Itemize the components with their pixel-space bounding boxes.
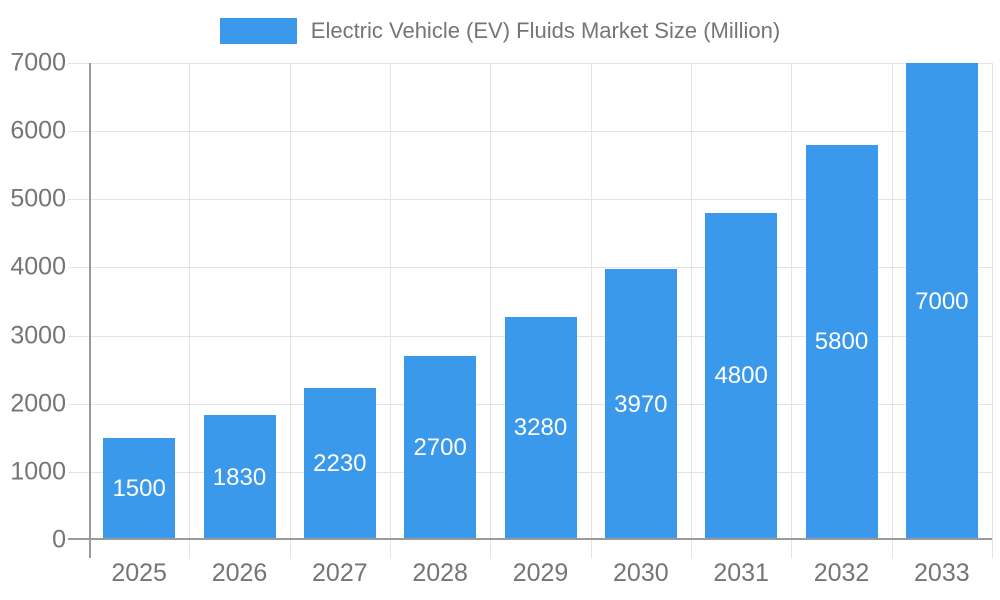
gridline-x-boundary-4 — [490, 63, 492, 540]
y-tick-label-1000: 1000 — [10, 457, 66, 486]
y-tick-label-6000: 6000 — [10, 116, 66, 145]
y-tick-label-4000: 4000 — [10, 252, 66, 281]
x-tick-mark-4 — [490, 540, 492, 558]
y-tick-label-2000: 2000 — [10, 389, 66, 418]
x-tick-label-2026: 2026 — [211, 559, 268, 587]
x-tick-mark-8 — [891, 540, 893, 558]
x-tick-label-2027: 2027 — [312, 559, 368, 587]
bar-2031[interactable]: 4800 — [705, 212, 778, 540]
x-tick-label-2030: 2030 — [613, 559, 669, 587]
legend-label: Electric Vehicle (EV) Fluids Market Size… — [310, 18, 781, 43]
gridline-x-boundary-2 — [289, 63, 291, 540]
y-tick-mark-7000 — [68, 63, 89, 64]
gridline-x-boundary-3 — [390, 63, 391, 540]
x-tick-label-2031: 2031 — [713, 559, 769, 587]
x-tick-mark-1 — [189, 540, 191, 558]
gridline-x-boundary-9 — [992, 63, 993, 540]
x-axis-labels: 2025 2026 2027 2028 2029 2030 2031 2032 2033 — [89, 559, 992, 590]
bar-value-label-2031: 4800 — [714, 362, 768, 390]
bar-2032[interactable]: 5800 — [805, 144, 878, 540]
y-tick-mark-6000 — [68, 131, 89, 133]
gridline-x-boundary-6 — [691, 63, 692, 540]
x-tick-label-2033: 2033 — [914, 559, 970, 587]
gridline-x-boundary-7 — [791, 63, 793, 540]
bar-2027[interactable]: 2230 — [303, 388, 376, 540]
chart-legend[interactable]: Electric Vehicle (EV) Fluids Market Size… — [0, 15, 1000, 47]
bar-value-label-2029: 3280 — [513, 414, 568, 442]
bar-2026[interactable]: 1830 — [203, 415, 276, 540]
bar-2030[interactable]: 3970 — [604, 269, 677, 540]
x-axis-line — [68, 538, 992, 540]
x-tick-mark-6 — [691, 540, 692, 558]
y-tick-mark-1000 — [68, 471, 89, 473]
x-tick-label-2029: 2029 — [512, 559, 569, 587]
bar-value-label-2032: 5800 — [814, 328, 869, 356]
legend-swatch — [219, 18, 297, 44]
bar-2033[interactable]: 7000 — [905, 63, 978, 540]
bar-value-label-2026: 1830 — [212, 463, 267, 491]
gridline-x-boundary-8 — [891, 63, 893, 540]
plot-area: 1500 1830 2230 2700 3280 3970 4800 5800 7000 — [68, 63, 993, 558]
bar-2028[interactable]: 2700 — [404, 356, 477, 540]
y-tick-label-7000: 7000 — [10, 48, 66, 77]
bar-value-label-2033: 7000 — [915, 287, 969, 315]
gridline-y-6000 — [89, 131, 992, 133]
y-axis-labels: 0 1000 2000 3000 4000 5000 6000 7000 — [0, 50, 66, 552]
y-tick-mark-4000 — [68, 267, 89, 269]
x-tick-label-2028: 2028 — [412, 559, 468, 587]
gridline-y-5000 — [89, 199, 992, 201]
x-tick-label-2032: 2032 — [813, 559, 870, 587]
y-tick-mark-3000 — [68, 335, 89, 337]
bar-2025[interactable]: 1500 — [103, 437, 176, 540]
y-tick-mark-2000 — [68, 403, 89, 405]
bar-value-label-2028: 2700 — [413, 434, 467, 461]
x-tick-mark-7 — [791, 540, 793, 558]
x-tick-mark-2 — [289, 540, 291, 558]
x-tick-label-2025: 2025 — [111, 559, 167, 587]
x-tick-mark-9 — [992, 540, 993, 558]
gridline-y-4000 — [89, 267, 992, 269]
y-axis-line — [89, 63, 91, 558]
y-tick-label-0: 0 — [52, 525, 66, 554]
y-tick-label-5000: 5000 — [10, 184, 66, 213]
gridline-x-boundary-5 — [590, 63, 592, 540]
bar-value-label-2027: 2230 — [313, 450, 367, 478]
x-tick-mark-5 — [590, 540, 592, 558]
x-tick-mark-3 — [390, 540, 391, 558]
gridline-y-7000 — [89, 63, 992, 64]
bar-2029[interactable]: 3280 — [504, 316, 577, 540]
bar-value-label-2025: 1500 — [112, 474, 166, 502]
y-tick-mark-5000 — [68, 199, 89, 201]
bar-value-label-2030: 3970 — [614, 390, 668, 418]
gridline-x-boundary-1 — [189, 63, 191, 540]
y-tick-label-3000: 3000 — [10, 321, 66, 350]
